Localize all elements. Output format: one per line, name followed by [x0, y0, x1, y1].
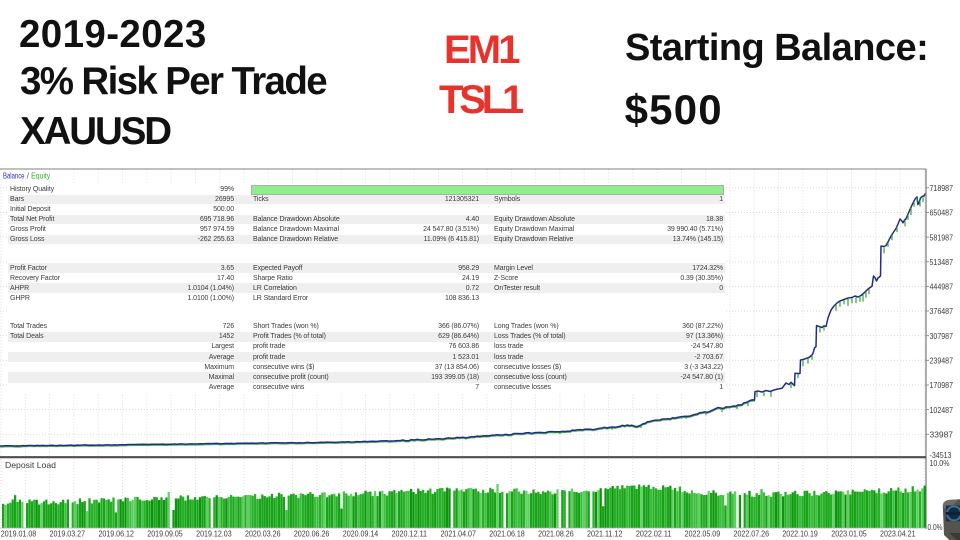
svg-text:718987: 718987	[930, 184, 954, 193]
svg-text:2021.04.07: 2021.04.07	[440, 529, 476, 538]
svg-text:2020.03.26: 2020.03.26	[245, 529, 281, 538]
svg-text:2023.04.21: 2023.04.21	[880, 529, 916, 538]
svg-text:Deposit Load: Deposit Load	[5, 460, 56, 470]
svg-text:2019.01.08: 2019.01.08	[1, 529, 37, 538]
svg-text:650487: 650487	[930, 209, 954, 218]
svg-text:2019.09.05: 2019.09.05	[147, 529, 183, 538]
svg-text:2022.02.11: 2022.02.11	[636, 529, 672, 538]
svg-text:2021.11.12: 2021.11.12	[587, 529, 623, 538]
svg-text:-34513: -34513	[930, 451, 952, 460]
svg-text:2021.08.26: 2021.08.26	[538, 529, 574, 538]
svg-text:513487: 513487	[930, 258, 954, 267]
svg-text:2022.07.26: 2022.07.26	[734, 529, 770, 538]
svg-text:2023.01.05: 2023.01.05	[831, 529, 867, 538]
svg-text:307987: 307987	[930, 332, 954, 341]
svg-text:444987: 444987	[930, 283, 954, 292]
svg-text:2021.06.18: 2021.06.18	[489, 529, 525, 538]
svg-text:2019.03.27: 2019.03.27	[50, 529, 86, 538]
svg-text:581987: 581987	[930, 233, 954, 242]
svg-text:2020.09.14: 2020.09.14	[343, 529, 379, 538]
svg-text:33987: 33987	[930, 431, 954, 440]
svg-text:170987: 170987	[930, 381, 954, 390]
svg-text:2019.06.12: 2019.06.12	[98, 529, 134, 538]
svg-text:2019.12.03: 2019.12.03	[196, 529, 232, 538]
svg-text:376487: 376487	[930, 307, 954, 316]
svg-text:102487: 102487	[930, 406, 954, 415]
svg-text:2020.12.11: 2020.12.11	[392, 529, 428, 538]
svg-text:0.0%: 0.0%	[928, 523, 943, 532]
svg-text:10.0%: 10.0%	[930, 459, 950, 468]
svg-text:2022.05.09: 2022.05.09	[685, 529, 721, 538]
svg-text:2020.06.26: 2020.06.26	[294, 529, 330, 538]
svg-text:239487: 239487	[930, 357, 954, 366]
svg-text:Balance / Equity: Balance / Equity	[3, 172, 50, 181]
svg-text:2022.10.19: 2022.10.19	[782, 529, 818, 538]
